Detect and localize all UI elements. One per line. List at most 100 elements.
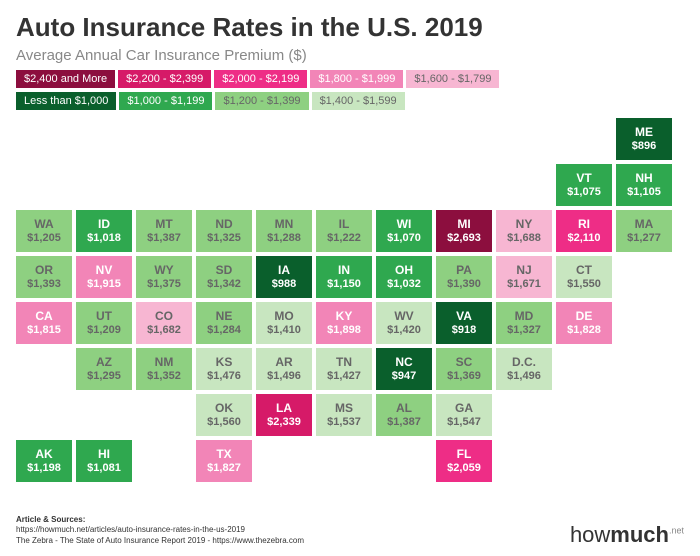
state-value: $1,420 [387, 324, 421, 336]
state-cell-ia: IA$988 [256, 256, 312, 298]
state-value: $1,537 [327, 416, 361, 428]
legend-row-1: $2,400 and More$2,200 - $2,399$2,000 - $… [16, 70, 684, 88]
state-cell-pa: PA$1,390 [436, 256, 492, 298]
infographic-container: Auto Insurance Rates in the U.S. 2019 Av… [0, 0, 700, 556]
legend-item: $2,400 and More [16, 70, 115, 88]
state-abbr: ME [635, 126, 653, 139]
state-abbr: MO [274, 310, 293, 323]
state-cell-co: CO$1,682 [136, 302, 192, 344]
state-abbr: DE [576, 310, 593, 323]
state-value: $1,390 [447, 278, 481, 290]
state-abbr: WI [397, 218, 412, 231]
legend-item: $1,400 - $1,599 [312, 92, 405, 110]
sources-header: Article & Sources: [16, 515, 304, 525]
sources-line: https://howmuch.net/articles/auto-insura… [16, 525, 304, 535]
state-cell-vt: VT$1,075 [556, 164, 612, 206]
state-value: $1,198 [27, 462, 61, 474]
state-cell-ma: MA$1,277 [616, 210, 672, 252]
state-value: $1,327 [507, 324, 541, 336]
state-abbr: OR [35, 264, 53, 277]
state-value: $1,375 [147, 278, 181, 290]
state-value: $1,410 [267, 324, 301, 336]
legend-item: $1,200 - $1,399 [215, 92, 308, 110]
state-cell-va: VA$918 [436, 302, 492, 344]
state-abbr: MA [635, 218, 654, 231]
state-abbr: MN [275, 218, 294, 231]
state-value: $1,560 [207, 416, 241, 428]
state-abbr: WY [154, 264, 173, 277]
state-abbr: TX [216, 448, 231, 461]
state-abbr: TN [336, 356, 352, 369]
state-value: $1,393 [27, 278, 61, 290]
state-value: $1,815 [27, 324, 61, 336]
state-value: $896 [632, 140, 656, 152]
state-value: $988 [272, 278, 296, 290]
state-cell-mn: MN$1,288 [256, 210, 312, 252]
state-value: $1,427 [327, 370, 361, 382]
state-value: $2,059 [447, 462, 481, 474]
state-abbr: SD [216, 264, 233, 277]
state-cell-fl: FL$2,059 [436, 440, 492, 482]
logo: howmuch.net [570, 522, 684, 548]
page-title: Auto Insurance Rates in the U.S. 2019 [16, 12, 684, 43]
sources-block: Article & Sources: https://howmuch.net/a… [16, 515, 304, 546]
state-cell-ri: RI$2,110 [556, 210, 612, 252]
state-cell-id: ID$1,018 [76, 210, 132, 252]
state-value: $2,110 [567, 232, 600, 244]
state-cell-ar: AR$1,496 [256, 348, 312, 390]
state-value: $1,547 [447, 416, 481, 428]
state-abbr: IN [338, 264, 350, 277]
state-abbr: AK [35, 448, 52, 461]
state-cell-oh: OH$1,032 [376, 256, 432, 298]
state-abbr: CO [155, 310, 173, 323]
state-cell-wa: WA$1,205 [16, 210, 72, 252]
state-cell-sc: SC$1,369 [436, 348, 492, 390]
state-cell-md: MD$1,327 [496, 302, 552, 344]
state-value: $1,032 [387, 278, 421, 290]
state-abbr: PA [456, 264, 472, 277]
state-abbr: AR [275, 356, 292, 369]
state-value: $1,915 [87, 278, 121, 290]
state-cell-ny: NY$1,688 [496, 210, 552, 252]
state-abbr: CT [576, 264, 592, 277]
state-cell-ok: OK$1,560 [196, 394, 252, 436]
state-abbr: VT [576, 172, 591, 185]
state-cell-ga: GA$1,547 [436, 394, 492, 436]
state-value: $1,496 [507, 370, 541, 382]
state-cell-nc: NC$947 [376, 348, 432, 390]
legend-item: Less than $1,000 [16, 92, 116, 110]
state-value: $1,671 [507, 278, 541, 290]
legend-item: $1,800 - $1,999 [310, 70, 403, 88]
page-subtitle: Average Annual Car Insurance Premium ($) [16, 47, 684, 64]
state-abbr: MT [155, 218, 172, 231]
state-value: $1,352 [147, 370, 181, 382]
state-value: $1,369 [447, 370, 481, 382]
state-abbr: GA [455, 402, 473, 415]
state-abbr: AZ [96, 356, 112, 369]
state-value: $1,205 [27, 232, 61, 244]
state-cell-nm: NM$1,352 [136, 348, 192, 390]
state-cell-ky: KY$1,898 [316, 302, 372, 344]
state-abbr: ID [98, 218, 110, 231]
state-abbr: NY [516, 218, 533, 231]
state-abbr: OH [395, 264, 413, 277]
state-cell-nd: ND$1,325 [196, 210, 252, 252]
state-grid: ME$896VT$1,075NH$1,105WA$1,205ID$1,018MT… [16, 118, 684, 518]
state-cell-nv: NV$1,915 [76, 256, 132, 298]
state-cell-ct: CT$1,550 [556, 256, 612, 298]
sources-line: The Zebra - The State of Auto Insurance … [16, 536, 304, 546]
state-value: $1,277 [627, 232, 661, 244]
state-value: $1,209 [87, 324, 121, 336]
state-value: $1,688 [507, 232, 541, 244]
state-value: $1,828 [567, 324, 601, 336]
state-cell-wy: WY$1,375 [136, 256, 192, 298]
state-abbr: FL [457, 448, 472, 461]
state-cell-tx: TX$1,827 [196, 440, 252, 482]
state-abbr: WA [34, 218, 53, 231]
state-cell-wi: WI$1,070 [376, 210, 432, 252]
state-value: $1,284 [207, 324, 241, 336]
legend-item: $2,200 - $2,399 [118, 70, 211, 88]
state-abbr: IA [278, 264, 290, 277]
state-value: $1,682 [147, 324, 181, 336]
state-abbr: NJ [516, 264, 531, 277]
